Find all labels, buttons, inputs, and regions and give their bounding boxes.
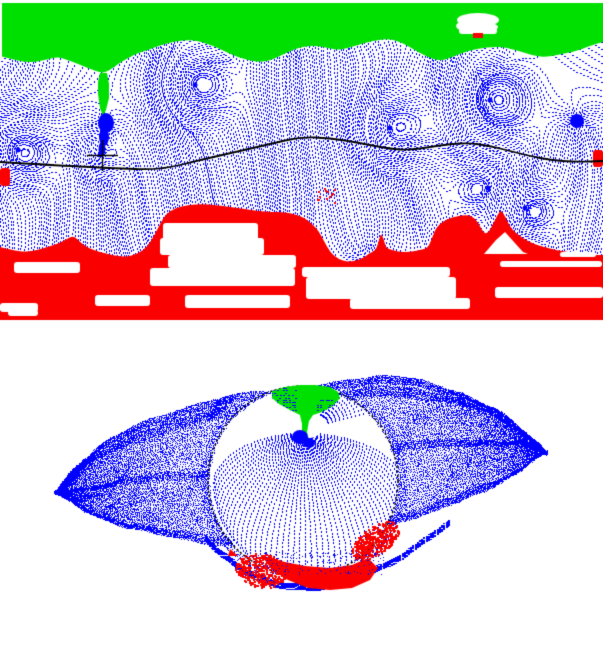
sphere-3d-view-canvas xyxy=(0,322,603,645)
field-line-map-canvas xyxy=(0,0,603,322)
